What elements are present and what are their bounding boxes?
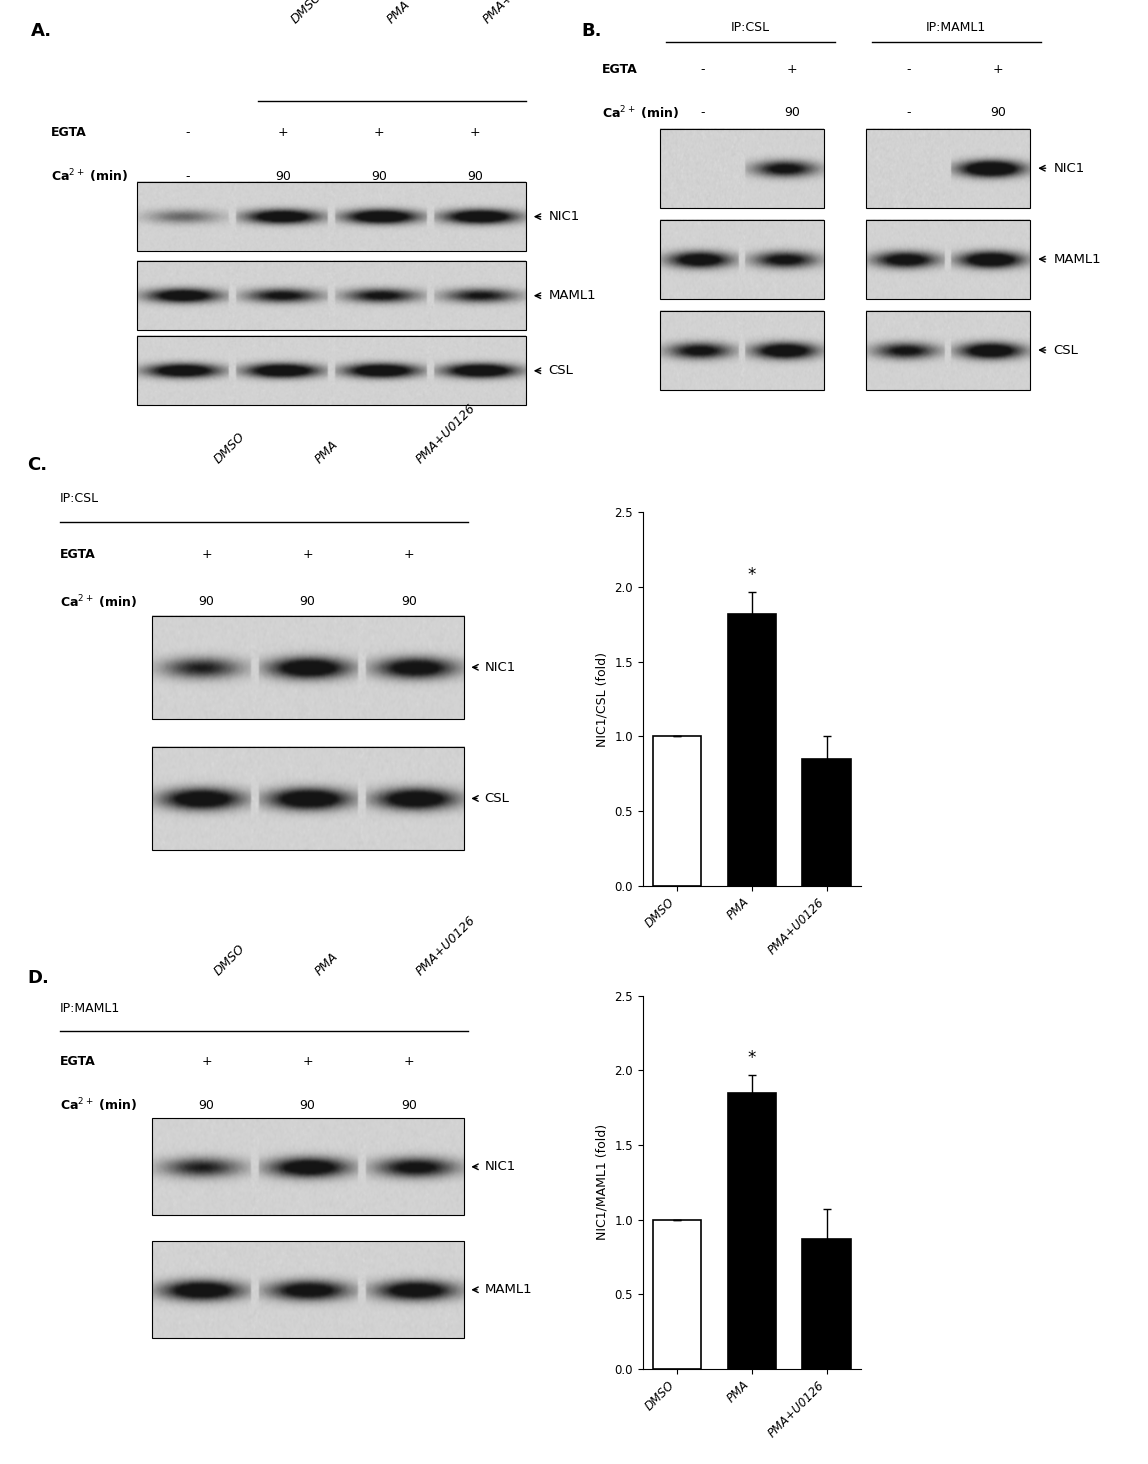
Text: IP:CSL: IP:CSL — [730, 20, 769, 34]
Text: PMA+U0126: PMA+U0126 — [413, 914, 478, 978]
Text: CSL: CSL — [484, 792, 510, 805]
Text: PMA+U0126: PMA+U0126 — [480, 0, 545, 26]
Text: DMSO: DMSO — [211, 430, 247, 466]
Y-axis label: NIC1/CSL (fold): NIC1/CSL (fold) — [596, 651, 608, 747]
Text: MAML1: MAML1 — [549, 290, 596, 302]
Text: MAML1: MAML1 — [484, 1284, 532, 1296]
Text: -: - — [700, 63, 705, 76]
Text: EGTA: EGTA — [603, 63, 638, 76]
Bar — [653, 1220, 701, 1369]
Text: *: * — [747, 567, 757, 584]
Text: 90: 90 — [991, 107, 1007, 120]
Bar — [728, 1092, 776, 1369]
Text: EGTA: EGTA — [60, 1056, 95, 1067]
Text: +: + — [302, 1056, 313, 1067]
Text: +: + — [201, 549, 212, 561]
Text: NIC1: NIC1 — [549, 211, 580, 223]
Bar — [728, 613, 776, 886]
Text: D.: D. — [28, 969, 49, 987]
Text: Ca$^{2+}$ (min): Ca$^{2+}$ (min) — [51, 167, 129, 184]
Text: CSL: CSL — [1054, 344, 1079, 357]
Text: -: - — [700, 107, 705, 120]
Text: +: + — [278, 126, 288, 139]
Text: +: + — [403, 1056, 414, 1067]
Text: IP:MAML1: IP:MAML1 — [60, 1003, 119, 1015]
Text: 90: 90 — [199, 596, 215, 608]
Text: +: + — [201, 1056, 212, 1067]
Y-axis label: NIC1/MAML1 (fold): NIC1/MAML1 (fold) — [596, 1124, 608, 1240]
Text: Ca$^{2+}$ (min): Ca$^{2+}$ (min) — [60, 593, 137, 610]
Text: 90: 90 — [784, 107, 800, 120]
Text: 90: 90 — [401, 596, 417, 608]
Text: 90: 90 — [199, 1099, 215, 1111]
Text: PMA+U0126: PMA+U0126 — [413, 401, 478, 466]
Text: +: + — [403, 549, 414, 561]
Text: EGTA: EGTA — [51, 126, 87, 139]
Text: 90: 90 — [276, 170, 292, 183]
Text: *: * — [747, 1050, 757, 1067]
Text: 90: 90 — [300, 596, 316, 608]
Text: 90: 90 — [300, 1099, 316, 1111]
Text: IP:CSL: IP:CSL — [60, 492, 99, 505]
Text: PMA: PMA — [385, 0, 412, 26]
Text: NIC1: NIC1 — [1054, 161, 1085, 174]
Text: +: + — [374, 126, 385, 139]
Text: PMA: PMA — [312, 950, 340, 978]
Bar — [802, 758, 851, 886]
Text: EGTA: EGTA — [60, 549, 95, 561]
Text: MAML1: MAML1 — [1054, 253, 1101, 265]
Text: +: + — [302, 549, 313, 561]
Text: DMSO: DMSO — [288, 0, 325, 26]
Text: C.: C. — [28, 457, 48, 474]
Text: DMSO: DMSO — [211, 941, 247, 978]
Text: CSL: CSL — [549, 365, 573, 378]
Bar — [802, 1239, 851, 1369]
Text: Ca$^{2+}$ (min): Ca$^{2+}$ (min) — [603, 104, 680, 122]
Text: -: - — [906, 63, 910, 76]
Text: -: - — [906, 107, 910, 120]
Text: +: + — [788, 63, 798, 76]
Text: NIC1: NIC1 — [484, 660, 515, 673]
Text: 90: 90 — [401, 1099, 417, 1111]
Bar — [653, 736, 701, 886]
Text: A.: A. — [31, 22, 52, 40]
Text: -: - — [185, 126, 189, 139]
Text: +: + — [993, 63, 1003, 76]
Text: Ca$^{2+}$ (min): Ca$^{2+}$ (min) — [60, 1097, 137, 1114]
Text: -: - — [185, 170, 189, 183]
Text: 90: 90 — [467, 170, 483, 183]
Text: NIC1: NIC1 — [484, 1161, 515, 1173]
Text: +: + — [470, 126, 481, 139]
Text: PMA: PMA — [312, 438, 340, 466]
Text: 90: 90 — [371, 170, 387, 183]
Text: IP:MAML1: IP:MAML1 — [926, 20, 986, 34]
Text: B.: B. — [581, 22, 602, 40]
